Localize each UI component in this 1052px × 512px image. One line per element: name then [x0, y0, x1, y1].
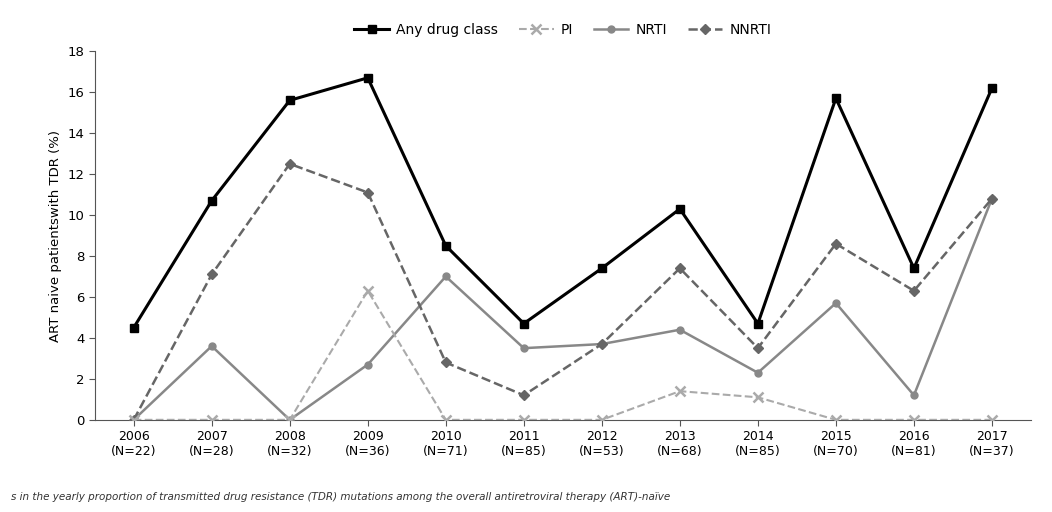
- Legend: Any drug class, PI, NRTI, NNRTI: Any drug class, PI, NRTI, NNRTI: [355, 23, 771, 37]
- Text: s in the yearly proportion of transmitted drug resistance (TDR) mutations among : s in the yearly proportion of transmitte…: [11, 492, 670, 502]
- Y-axis label: ART naive patientswith TDR (%): ART naive patientswith TDR (%): [48, 130, 62, 342]
